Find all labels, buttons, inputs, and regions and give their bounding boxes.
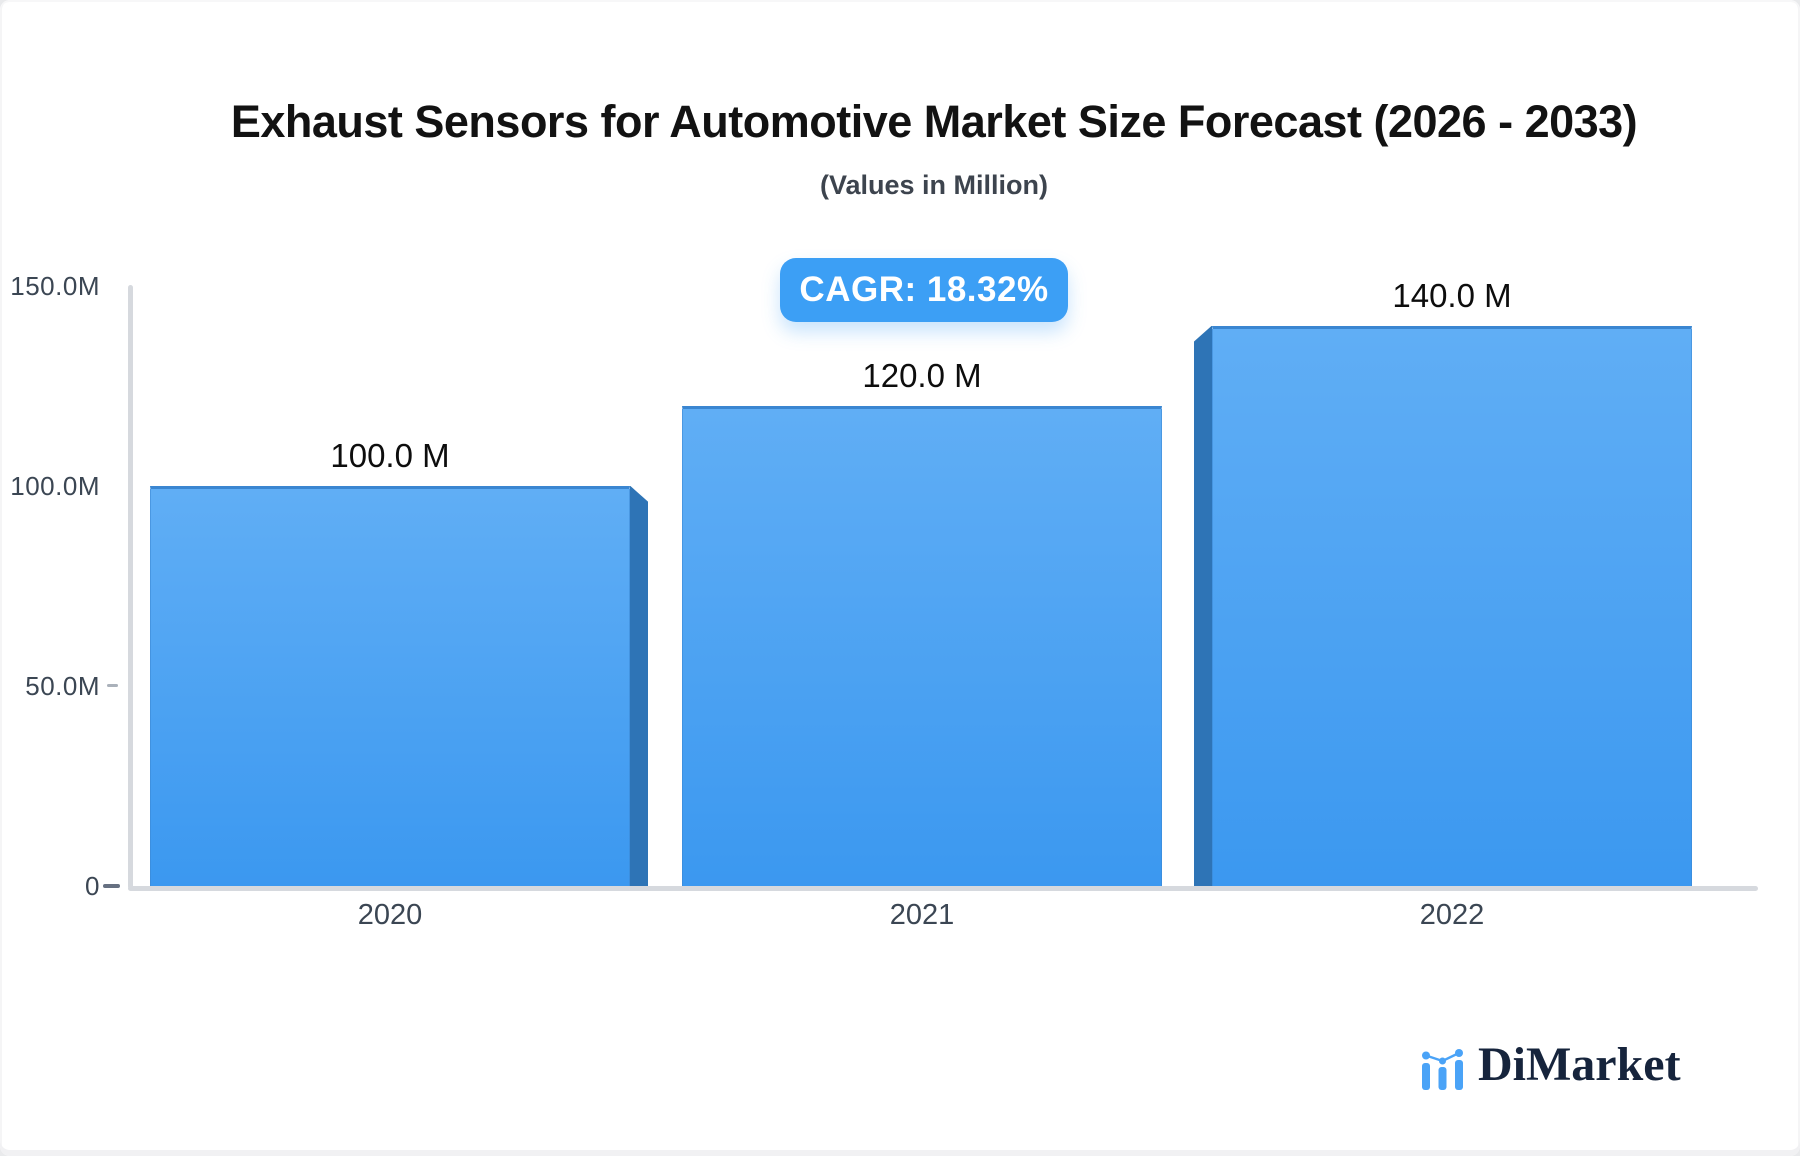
bar-side-bevel bbox=[1194, 325, 1212, 886]
y-axis-label: 100.0M bbox=[10, 470, 100, 501]
x-axis-baseline bbox=[128, 886, 1758, 891]
y-axis-line bbox=[128, 285, 133, 889]
bar-side-bevel bbox=[630, 485, 648, 886]
bar-2020[interactable] bbox=[150, 485, 630, 886]
cagr-badge-label: CAGR: 18.32% bbox=[799, 270, 1049, 309]
brand-logo-text: DiMarket bbox=[1478, 1038, 1681, 1091]
y-axis-label: 0 bbox=[85, 871, 100, 901]
x-axis-label: 2020 bbox=[357, 899, 423, 931]
bar-2022[interactable] bbox=[1212, 325, 1692, 886]
x-axis-label: 2022 bbox=[1419, 899, 1485, 931]
x-axis-label: 2021 bbox=[889, 899, 955, 931]
cagr-badge: CAGR: 18.32% bbox=[780, 258, 1068, 322]
bar-value-label: 120.0 M bbox=[862, 356, 982, 394]
bar-2021[interactable] bbox=[682, 405, 1162, 886]
y-axis-tick bbox=[103, 884, 120, 888]
bar-chart-sparkline-icon bbox=[1422, 1049, 1463, 1090]
chart-title: Exhaust Sensors for Automotive Market Si… bbox=[230, 96, 1638, 147]
y-axis-label: 150.0M bbox=[10, 270, 100, 301]
y-axis-label: 50.0M bbox=[25, 670, 100, 701]
chart-subtitle: (Values in Million) bbox=[819, 170, 1049, 200]
bar-value-label: 100.0 M bbox=[330, 436, 450, 474]
y-axis-tick bbox=[107, 683, 118, 687]
brand-logo: DiMarket bbox=[1420, 1040, 1681, 1090]
bar-value-label: 140.0 M bbox=[1392, 276, 1512, 314]
